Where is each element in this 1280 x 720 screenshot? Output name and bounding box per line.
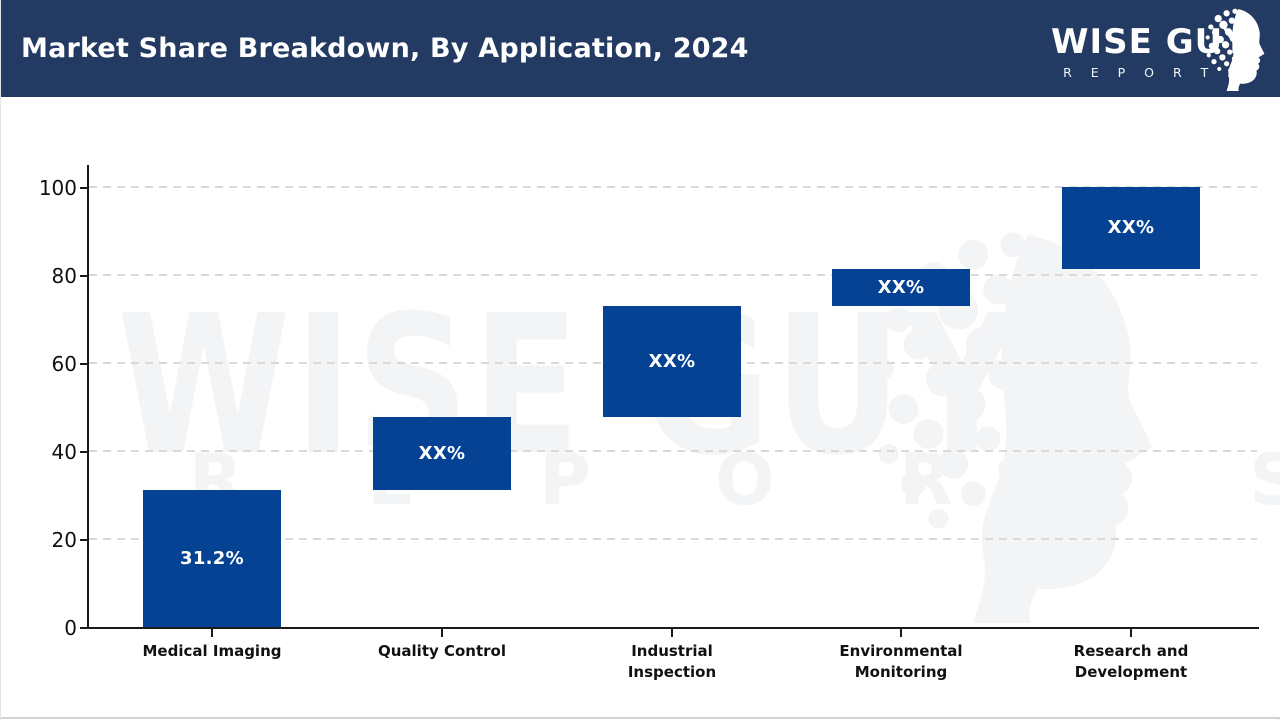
y-tick-label-20: 20: [51, 528, 77, 552]
head-dot: [1216, 35, 1224, 44]
head-dot: [1214, 14, 1222, 23]
head-dot: [1219, 54, 1226, 61]
x-category-label-line: Research and: [1073, 642, 1189, 660]
chart-area: WISE GUY R E P O R T S 31.2% XX% XX% XX% XX%…: [1, 97, 1280, 718]
head-dot: [1238, 22, 1242, 26]
page-title: Market Share Breakdown, By Application, …: [21, 33, 749, 64]
y-tick-0: [80, 627, 88, 629]
bar-quality-control: XX%: [373, 417, 511, 490]
x-axis-spine: [85, 627, 1259, 629]
bar-medical-imaging: 31.2%: [143, 489, 281, 627]
y-axis-spine: [87, 165, 89, 629]
head-dot: [1211, 58, 1217, 65]
gridline-y100: [89, 186, 1257, 188]
head-dot: [1229, 71, 1233, 75]
bar-value-label: XX%: [418, 442, 466, 464]
head-dot: [1208, 42, 1216, 49]
head-dot: [1235, 32, 1240, 37]
x-category-label-line: Medical Imaging: [142, 642, 282, 660]
plot-region: 31.2% XX% XX% XX% XX% 0 20 40 60 80 100 Medical Ima…: [1, 97, 1280, 718]
head-dot: [1228, 17, 1235, 24]
bar-value-label: XX%: [877, 276, 925, 298]
head-dot: [1221, 41, 1230, 49]
y-tick-label-100: 100: [38, 176, 77, 200]
x-category-label-line: Development: [1074, 663, 1188, 681]
gridline-y40: [89, 450, 1257, 452]
logo-text: WISE GUY R E P O R T S: [1051, 22, 1249, 80]
head-dot: [1225, 28, 1233, 36]
head-dot: [1229, 35, 1237, 42]
head-dot: [1231, 56, 1237, 61]
head-dot: [1205, 35, 1210, 40]
head-dot: [1208, 24, 1214, 30]
bottom-divider: [1, 717, 1280, 719]
bar-research-and-development: XX%: [1062, 187, 1200, 269]
logo-brand-name: WISE GUY: [1051, 22, 1249, 62]
head-dot: [1219, 20, 1228, 30]
head-dot: [1237, 42, 1241, 46]
x-category-label-line: Quality Control: [377, 642, 506, 660]
head-dot: [1223, 61, 1230, 67]
x-category-label-line: Monitoring: [854, 663, 948, 681]
x-category-label: Industrial Inspection: [562, 641, 782, 683]
bar-environmental-monitoring: XX%: [832, 268, 970, 306]
y-tick-100: [80, 187, 88, 189]
bar-industrial-inspection: XX%: [603, 305, 741, 418]
y-tick-label-60: 60: [51, 352, 77, 376]
head-dot: [1236, 15, 1241, 20]
dotted-head-profile-icon: [1205, 8, 1265, 91]
y-tick-label-0: 0: [64, 616, 77, 640]
logo-brand-subtitle: R E P O R T S: [1063, 65, 1243, 80]
x-category-label-line: Environmental: [839, 642, 963, 660]
x-tick-4: [1130, 629, 1132, 637]
y-tick-40: [80, 451, 88, 453]
x-category-label: Medical Imaging: [102, 641, 322, 662]
gridline-y20: [89, 538, 1257, 540]
y-tick-80: [80, 275, 88, 277]
x-category-label: Environmental Monitoring: [791, 641, 1011, 683]
y-tick-60: [80, 363, 88, 365]
head-dot: [1232, 8, 1238, 14]
x-tick-3: [900, 629, 902, 637]
x-category-label: Quality Control: [332, 641, 552, 662]
x-category-label-line: Industrial: [631, 642, 713, 660]
head-dot: [1227, 49, 1233, 55]
x-category-label-line: Inspection: [627, 663, 717, 681]
head-dot: [1217, 66, 1222, 72]
x-tick-1: [441, 629, 443, 637]
head-dot: [1234, 65, 1238, 69]
x-category-label: Research and Development: [1021, 641, 1241, 683]
bar-value-label: XX%: [1107, 217, 1155, 239]
head-dot: [1223, 10, 1230, 17]
y-tick-label-40: 40: [51, 440, 77, 464]
bar-value-label: 31.2%: [180, 547, 244, 569]
bar-value-label: XX%: [648, 350, 696, 372]
wiseguy-logo: WISE GUY R E P O R T S: [1027, 4, 1267, 94]
head-dot: [1206, 53, 1211, 58]
head-dot: [1211, 29, 1219, 36]
y-tick-20: [80, 539, 88, 541]
x-tick-2: [671, 629, 673, 637]
head-dot: [1214, 47, 1221, 55]
head-dot: [1233, 25, 1239, 31]
y-tick-label-80: 80: [51, 264, 77, 288]
header-bar: Market Share Breakdown, By Application, …: [1, 0, 1280, 97]
gridline-y80: [89, 274, 1257, 276]
x-tick-0: [211, 629, 213, 637]
